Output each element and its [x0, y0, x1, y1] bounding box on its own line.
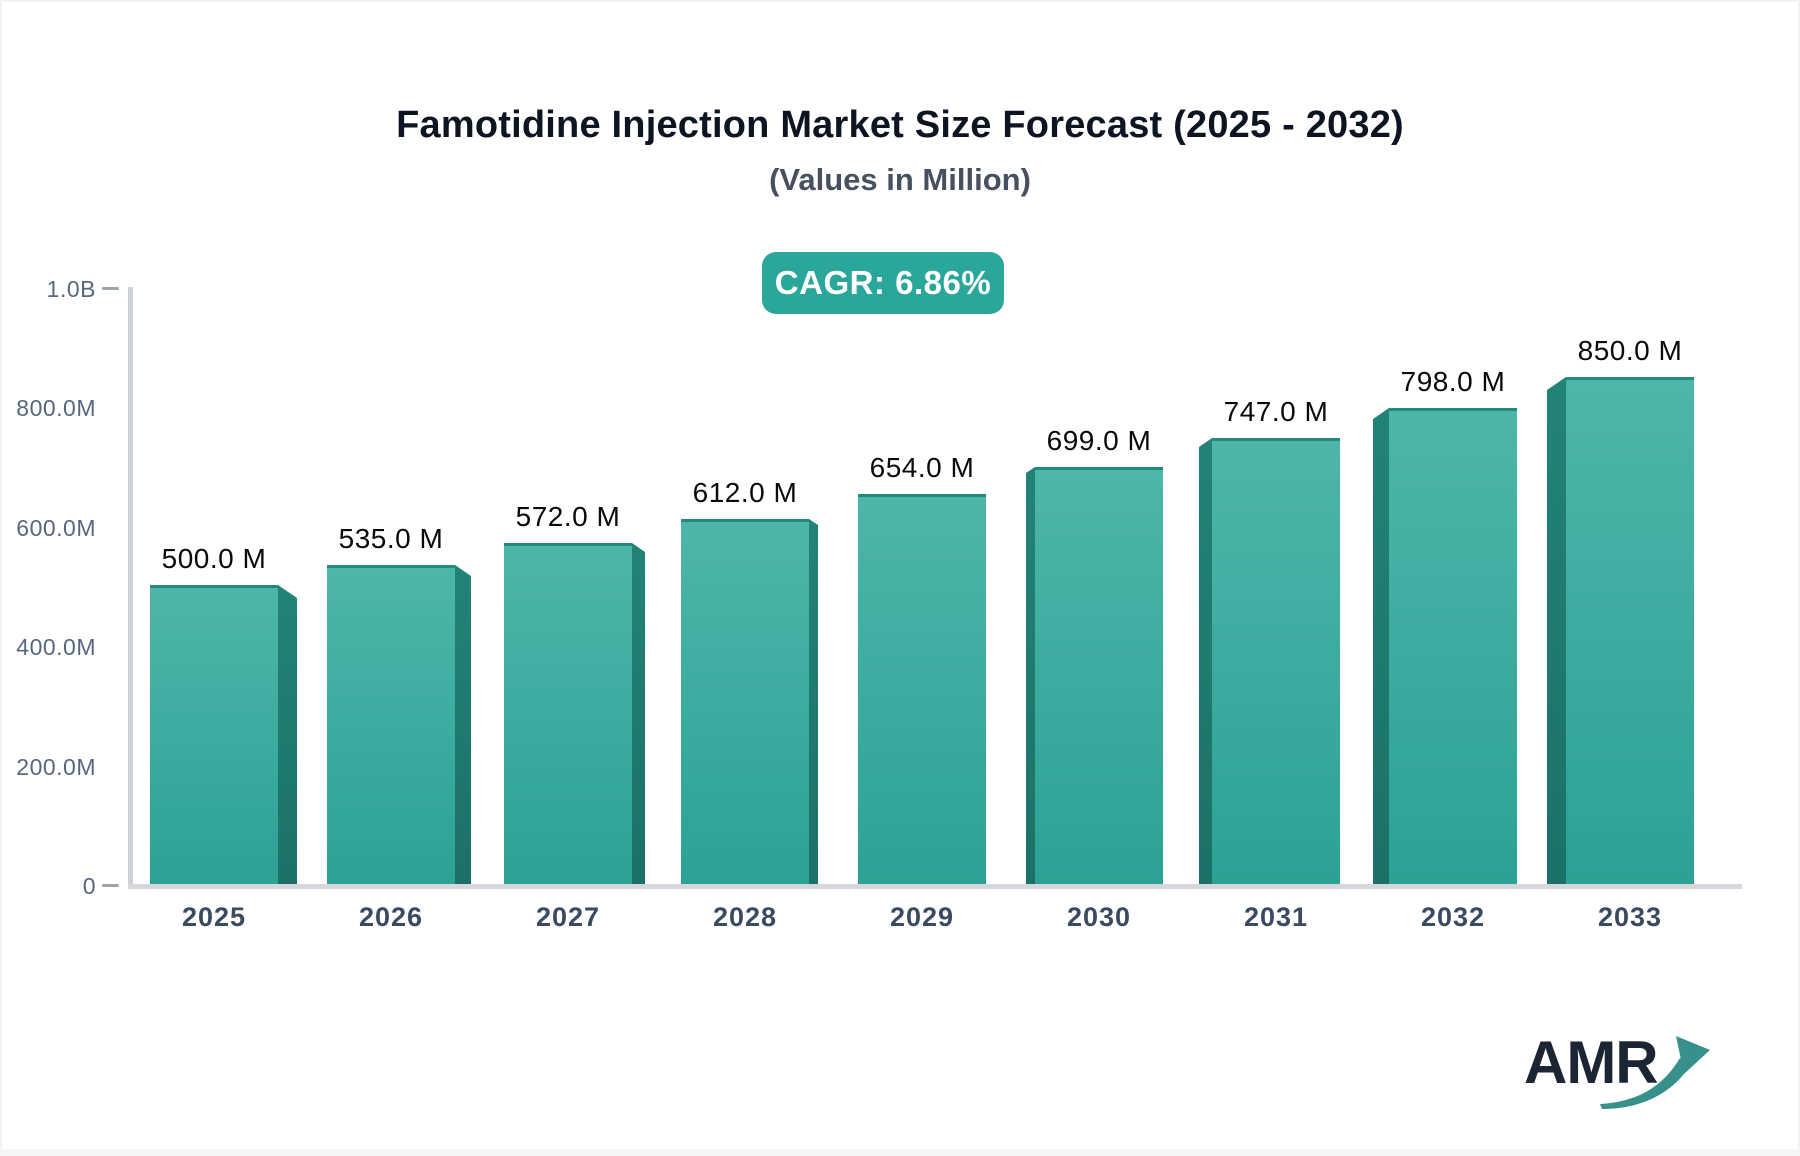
bar-2030-side-face	[1026, 467, 1035, 884]
cagr-badge: CAGR: 6.86%	[762, 252, 1004, 314]
page-bottom-edge	[0, 1149, 1800, 1156]
x-axis-label-2028: 2028	[712, 902, 778, 932]
bar-2028-side-face	[809, 519, 818, 884]
bar-value-label-2027: 572.0 M	[515, 501, 621, 532]
amr-logo-text: AMR	[1524, 1029, 1659, 1096]
page-title: Famotidine Injection Market Size Forecas…	[396, 104, 1404, 146]
bar-2032-side-face	[1373, 408, 1389, 884]
bar-2032	[1389, 408, 1517, 884]
bar-value-label-2031: 747.0 M	[1223, 396, 1329, 427]
bar-value-label-2032: 798.0 M	[1400, 366, 1506, 397]
y-axis-label: 400.0M	[16, 634, 96, 661]
cagr-badge-label: CAGR: 6.86%	[774, 264, 992, 301]
x-axis-label-2029: 2029	[889, 902, 955, 932]
bar-2026	[327, 565, 455, 884]
x-axis-label-2027: 2027	[535, 902, 601, 932]
bar-value-label-2025: 500.0 M	[161, 543, 267, 574]
x-axis-label-2026: 2026	[358, 902, 424, 932]
bar-2027-side-face	[632, 543, 645, 884]
x-axis-label-2025: 2025	[181, 902, 247, 932]
bar-2029	[858, 494, 986, 884]
bar-2026-side-face	[455, 565, 471, 884]
x-axis-label-2030: 2030	[1066, 902, 1132, 932]
y-axis-label: 600.0M	[16, 514, 96, 541]
bar-value-label-2026: 535.0 M	[338, 523, 444, 554]
y-axis-line	[128, 287, 133, 887]
y-axis-label: 1.0B	[46, 276, 96, 302]
bar-2030	[1035, 467, 1163, 884]
bar-2025	[150, 585, 278, 884]
x-axis-label-2032: 2032	[1420, 902, 1486, 932]
y-axis-tick	[102, 884, 119, 887]
y-axis-label: 800.0M	[16, 395, 96, 422]
bar-2033-side-face	[1547, 377, 1566, 884]
bar-2033	[1566, 377, 1694, 884]
bar-2031	[1212, 438, 1340, 884]
y-axis-label: 200.0M	[16, 753, 96, 780]
bar-value-label-2028: 612.0 M	[692, 477, 798, 508]
bar-value-label-2030: 699.0 M	[1046, 425, 1152, 456]
x-axis-label-2033: 2033	[1597, 902, 1663, 932]
bar-value-label-2033: 850.0 M	[1577, 335, 1683, 366]
bar-value-label-2029: 654.0 M	[869, 452, 975, 483]
amr-logo: AMR	[1524, 1030, 1734, 1120]
y-axis-tick	[102, 287, 119, 290]
chart-subtitle: (Values in Million)	[769, 162, 1031, 197]
bar-2027	[504, 543, 632, 884]
y-axis-label: 0	[82, 873, 96, 899]
growth-arrow-icon	[1600, 1036, 1710, 1109]
bar-2031-side-face	[1199, 438, 1212, 884]
x-axis-line	[128, 884, 1742, 889]
bar-2025-side-face	[278, 585, 297, 884]
x-axis-label-2031: 2031	[1243, 902, 1309, 932]
bar-2028	[681, 519, 809, 884]
